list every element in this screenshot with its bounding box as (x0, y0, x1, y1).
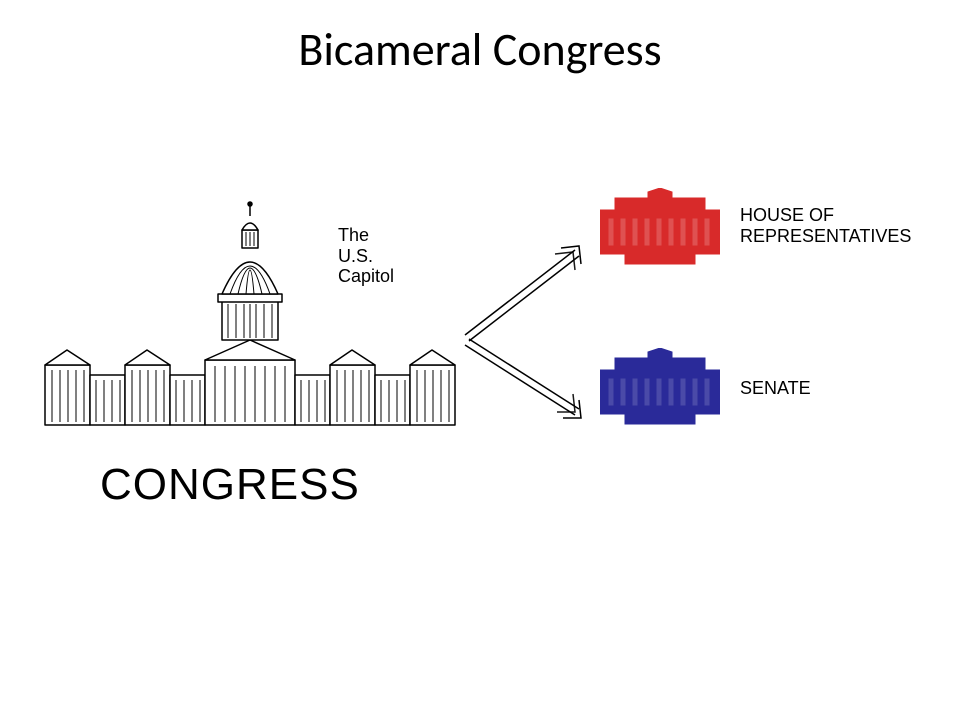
slide: Bicameral Congress (0, 0, 960, 720)
capitol-label-line2: U.S. (338, 246, 373, 266)
house-label-line1: HOUSE OF (740, 205, 834, 225)
senate-label-line1: SENATE (740, 378, 811, 398)
senate-label: SENATE (740, 378, 811, 399)
capitol-label-line1: The (338, 225, 369, 245)
house-label: HOUSE OF REPRESENTATIVES (740, 205, 911, 246)
capitol-icon (40, 190, 460, 450)
diagram: The U.S. Capitol CONGRESS (40, 130, 920, 510)
page-title: Bicameral Congress (0, 22, 960, 78)
house-label-line2: REPRESENTATIVES (740, 226, 911, 246)
arrows-icon (445, 230, 615, 430)
congress-caption: CONGRESS (100, 460, 360, 510)
senate-icon (600, 348, 720, 428)
capitol-label: The U.S. Capitol (338, 225, 394, 287)
house-icon (600, 188, 720, 268)
capitol-label-line3: Capitol (338, 266, 394, 286)
